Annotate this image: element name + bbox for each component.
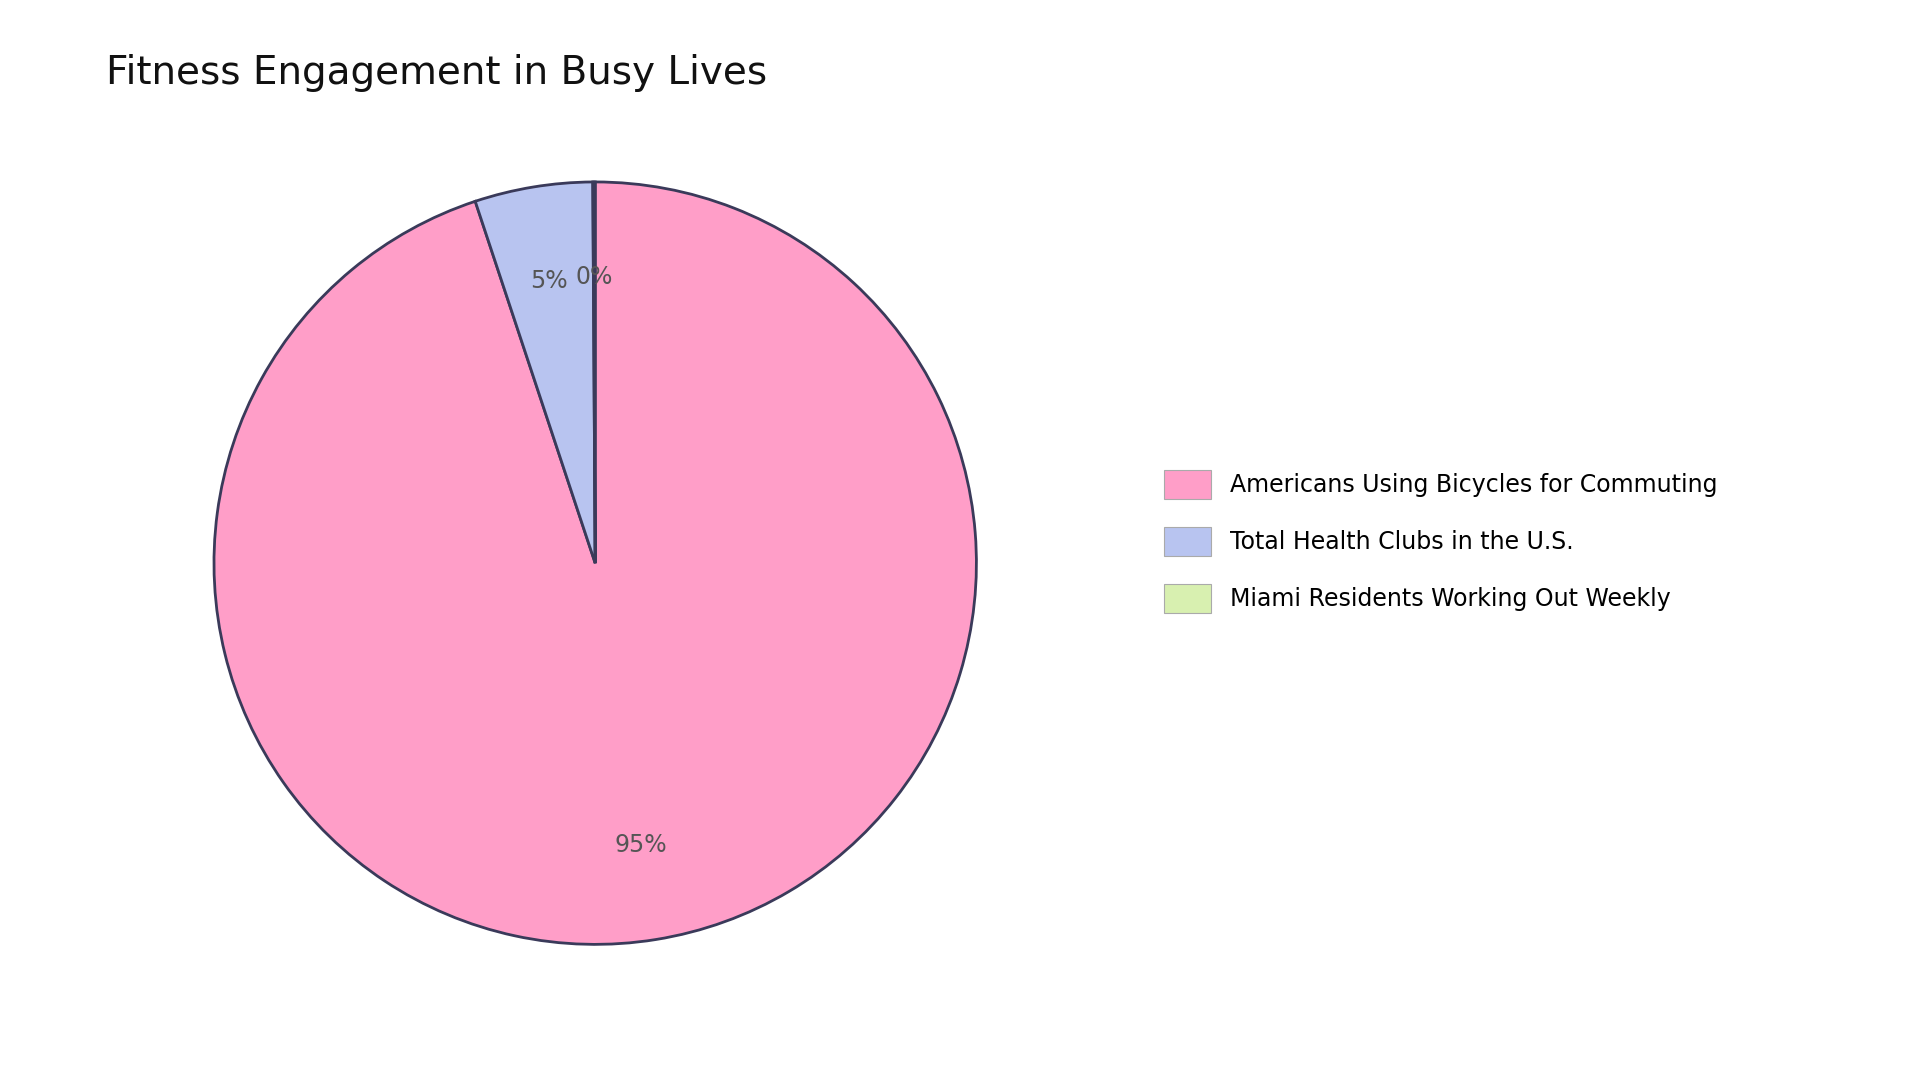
Wedge shape — [593, 182, 595, 563]
Text: 0%: 0% — [576, 265, 612, 289]
Wedge shape — [476, 182, 595, 563]
Wedge shape — [213, 182, 977, 944]
Text: 95%: 95% — [614, 834, 666, 858]
Text: 5%: 5% — [530, 269, 568, 293]
Legend: Americans Using Bicycles for Commuting, Total Health Clubs in the U.S., Miami Re: Americans Using Bicycles for Commuting, … — [1164, 470, 1716, 613]
Text: Fitness Engagement in Busy Lives: Fitness Engagement in Busy Lives — [106, 54, 766, 92]
